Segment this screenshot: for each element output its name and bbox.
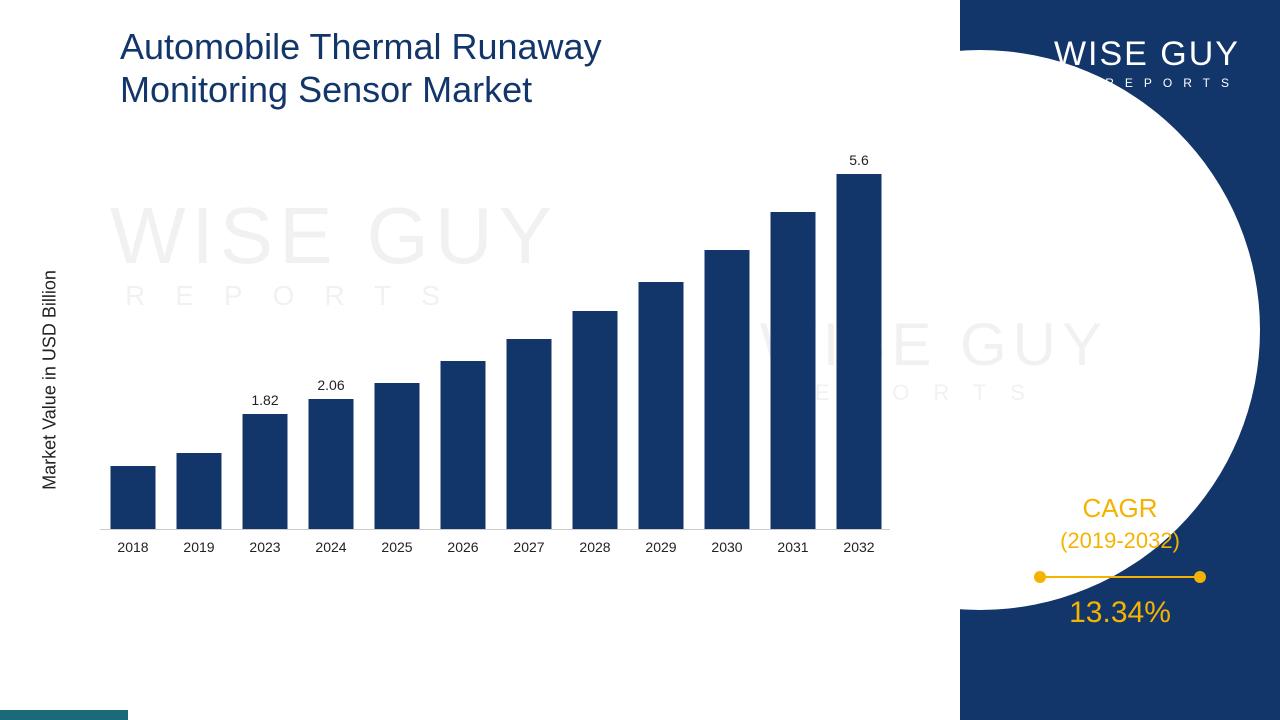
- x-axis-tick-label: 2018: [117, 539, 148, 555]
- stage: WISE GUY REPORTS WISE GUY REPORTS Automo…: [0, 0, 1280, 720]
- x-axis-tick-label: 2032: [843, 539, 874, 555]
- bar: [573, 311, 618, 530]
- cagr-value: 13.34%: [1005, 596, 1235, 630]
- bar: [639, 282, 684, 529]
- bar-value-label: 2.06: [317, 377, 344, 393]
- bar: [837, 174, 882, 529]
- bar: [243, 414, 288, 529]
- cagr-divider-line: [1040, 576, 1200, 578]
- bar: [705, 250, 750, 529]
- bar-wrap: 2027: [496, 149, 562, 529]
- bar: [771, 212, 816, 529]
- bar: [507, 339, 552, 529]
- bar-chart: Market Value in USD Billion 201820191.82…: [70, 150, 890, 610]
- bar-wrap: 2028: [562, 149, 628, 529]
- bar-wrap: 5.62032: [826, 149, 892, 529]
- x-axis-tick-label: 2028: [579, 539, 610, 555]
- bar-wrap: 2029: [628, 149, 694, 529]
- bar-wrap: 2.062024: [298, 149, 364, 529]
- brand-main-text: WISE GUY: [1054, 35, 1240, 74]
- bar-wrap: 1.822023: [232, 149, 298, 529]
- bar-value-label: 5.6: [849, 152, 868, 168]
- y-axis-label: Market Value in USD Billion: [40, 270, 61, 490]
- bar-wrap: 2018: [100, 149, 166, 529]
- x-axis-tick-label: 2026: [447, 539, 478, 555]
- bar-wrap: 2030: [694, 149, 760, 529]
- bar-wrap: 2019: [166, 149, 232, 529]
- x-axis-tick-label: 2023: [249, 539, 280, 555]
- cagr-block: CAGR (2019-2032) 13.34%: [1005, 493, 1235, 630]
- bar: [177, 453, 222, 529]
- x-axis-tick-label: 2019: [183, 539, 214, 555]
- plot-area: 201820191.8220232.0620242025202620272028…: [100, 150, 890, 530]
- bar: [441, 361, 486, 529]
- bar-wrap: 2025: [364, 149, 430, 529]
- x-axis-tick-label: 2025: [381, 539, 412, 555]
- bar: [111, 466, 156, 529]
- bar-wrap: 2031: [760, 149, 826, 529]
- bar: [309, 399, 354, 529]
- bar: [375, 383, 420, 529]
- x-axis-tick-label: 2027: [513, 539, 544, 555]
- x-axis-tick-label: 2029: [645, 539, 676, 555]
- brand-sub-text: REPORTS: [1054, 76, 1240, 90]
- x-axis-tick-label: 2024: [315, 539, 346, 555]
- brand-logo: WISE GUY REPORTS: [1054, 35, 1240, 90]
- cagr-range: (2019-2032): [1005, 528, 1235, 554]
- x-axis-tick-label: 2031: [777, 539, 808, 555]
- cagr-title: CAGR: [1005, 493, 1235, 524]
- x-axis-tick-label: 2030: [711, 539, 742, 555]
- chart-title: Automobile Thermal Runaway Monitoring Se…: [120, 25, 740, 111]
- footer-accent-bar: [0, 710, 128, 720]
- bar-wrap: 2026: [430, 149, 496, 529]
- bar-value-label: 1.82: [251, 392, 278, 408]
